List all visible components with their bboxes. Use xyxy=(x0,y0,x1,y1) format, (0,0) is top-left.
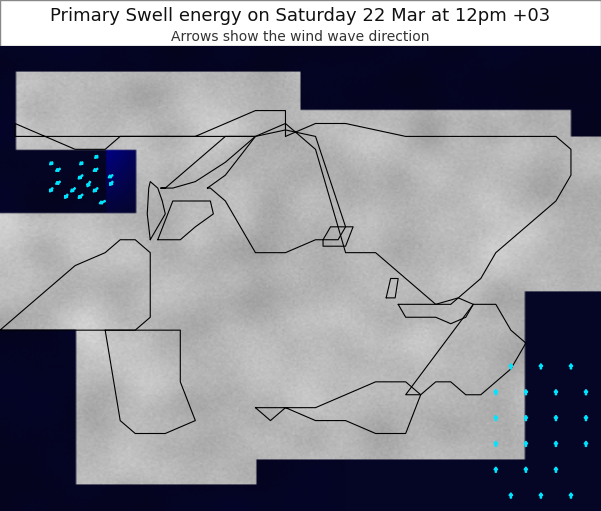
FancyArrow shape xyxy=(524,467,528,472)
FancyArrow shape xyxy=(584,441,588,447)
Text: Primary Swell energy on Saturday 22 Mar at 12pm +03: Primary Swell energy on Saturday 22 Mar … xyxy=(50,7,551,25)
FancyArrow shape xyxy=(554,415,558,421)
FancyArrow shape xyxy=(539,364,543,369)
FancyArrow shape xyxy=(50,162,53,165)
FancyArrow shape xyxy=(494,415,498,421)
FancyArrow shape xyxy=(109,181,113,185)
FancyArrow shape xyxy=(50,188,53,192)
FancyArrow shape xyxy=(78,175,83,179)
FancyArrow shape xyxy=(93,188,98,192)
FancyArrow shape xyxy=(554,467,558,472)
FancyArrow shape xyxy=(99,200,105,204)
FancyArrow shape xyxy=(524,441,528,447)
FancyArrow shape xyxy=(78,194,83,198)
FancyArrow shape xyxy=(108,175,113,178)
FancyArrow shape xyxy=(584,415,588,421)
FancyArrow shape xyxy=(554,389,558,394)
FancyArrow shape xyxy=(494,441,498,447)
FancyArrow shape xyxy=(524,389,528,394)
Text: Arrows show the wind wave direction: Arrows show the wind wave direction xyxy=(171,30,430,44)
FancyArrow shape xyxy=(569,493,573,498)
FancyArrow shape xyxy=(494,389,498,394)
FancyArrow shape xyxy=(509,364,513,369)
FancyArrow shape xyxy=(55,181,61,184)
FancyArrow shape xyxy=(509,493,513,498)
FancyArrow shape xyxy=(584,389,588,394)
FancyArrow shape xyxy=(569,364,573,369)
FancyArrow shape xyxy=(87,181,91,187)
FancyArrow shape xyxy=(554,441,558,447)
FancyArrow shape xyxy=(524,415,528,421)
FancyArrow shape xyxy=(93,168,98,171)
FancyArrow shape xyxy=(539,493,543,498)
FancyArrow shape xyxy=(95,155,98,158)
FancyArrow shape xyxy=(79,162,83,165)
FancyArrow shape xyxy=(494,467,498,472)
FancyArrow shape xyxy=(55,168,61,171)
FancyArrow shape xyxy=(65,194,68,198)
FancyArrow shape xyxy=(71,188,76,192)
